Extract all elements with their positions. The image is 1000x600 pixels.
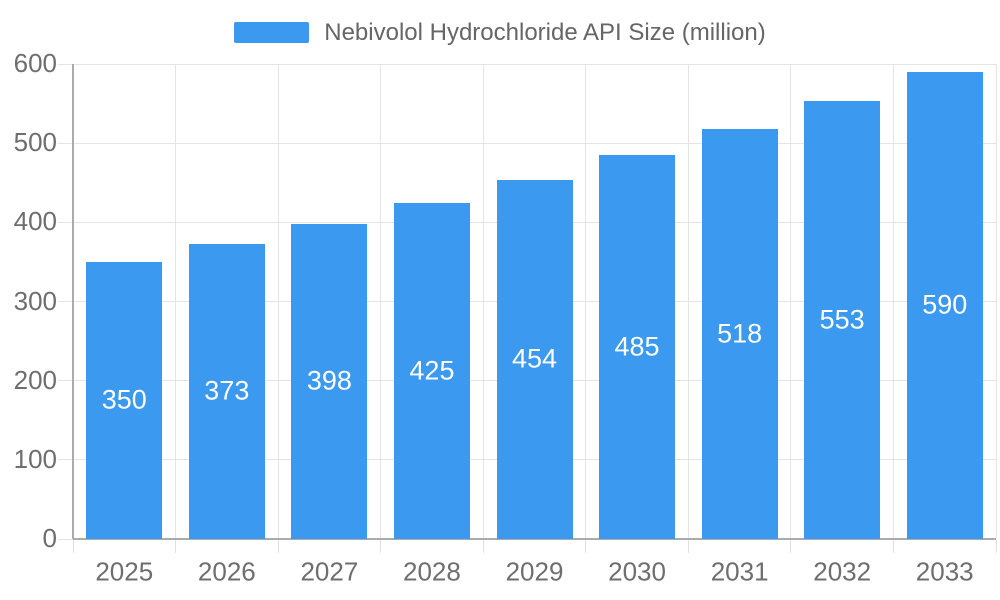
- bar-value-label: 454: [511, 343, 558, 374]
- x-gridline: [482, 64, 484, 539]
- x-gridline: [995, 64, 997, 539]
- x-axis-tick: [380, 540, 382, 553]
- y-gridline: [73, 142, 996, 144]
- x-axis-line: [73, 538, 996, 540]
- bar-value-label: 590: [922, 289, 968, 320]
- x-axis-tick: [687, 540, 689, 553]
- x-axis-tick: [585, 540, 587, 553]
- x-gridline: [277, 64, 279, 539]
- x-axis-tick: [277, 540, 279, 553]
- x-axis-tick: [72, 540, 74, 553]
- y-axis-label: 500: [13, 127, 57, 158]
- y-axis-label: 300: [13, 285, 57, 316]
- x-gridline: [790, 64, 792, 539]
- x-gridline: [687, 64, 689, 539]
- x-axis-label: 2033: [915, 556, 974, 587]
- x-axis-tick: [995, 540, 997, 553]
- x-gridline: [892, 64, 894, 539]
- legend-label: Nebivolol Hydrochloride API Size (millio…: [324, 19, 766, 46]
- x-axis-label: 2029: [505, 556, 564, 587]
- bar-value-label: 553: [819, 304, 865, 335]
- x-axis-label: 2030: [608, 556, 666, 587]
- bar: [291, 223, 368, 539]
- y-axis-label: 0: [42, 522, 57, 553]
- bar-value-label: 485: [614, 331, 660, 362]
- bar-value-label: 373: [204, 375, 250, 406]
- bar: [188, 243, 265, 539]
- bar: [701, 128, 778, 539]
- y-axis-tick: [58, 221, 73, 223]
- x-axis-label: 2032: [813, 556, 872, 587]
- x-axis-tick: [790, 540, 792, 553]
- y-axis-tick: [58, 301, 73, 302]
- x-gridline: [585, 64, 587, 539]
- x-axis-label: 2031: [710, 556, 769, 587]
- y-axis-label: 200: [13, 364, 57, 395]
- bar: [906, 71, 983, 539]
- y-axis-line: [72, 64, 74, 539]
- bar-value-label: 425: [409, 355, 455, 386]
- x-axis-tick: [482, 540, 484, 553]
- x-axis-label: 2026: [197, 556, 256, 587]
- bar-value-label: 398: [306, 365, 352, 396]
- bar: [599, 155, 676, 539]
- y-gridline: [73, 63, 996, 65]
- x-axis-label: 2027: [300, 556, 359, 587]
- y-axis-tick: [58, 459, 73, 461]
- y-axis-label: 400: [13, 206, 57, 237]
- y-axis-tick: [58, 380, 73, 382]
- bar-value-label: 350: [101, 384, 147, 415]
- x-gridline: [380, 64, 382, 539]
- x-axis-label: 2028: [403, 556, 461, 587]
- bar: [393, 202, 470, 539]
- y-axis-tick: [58, 63, 73, 65]
- x-gridline: [175, 64, 177, 539]
- bar: [86, 261, 163, 539]
- chart-legend[interactable]: Nebivolol Hydrochloride API Size (millio…: [0, 19, 1000, 46]
- legend-swatch-icon: [234, 22, 310, 43]
- x-axis-label: 2025: [95, 556, 154, 587]
- bar: [804, 101, 881, 539]
- y-axis-tick: [58, 538, 73, 540]
- bar-value-label: 518: [717, 318, 763, 349]
- y-axis-label: 100: [13, 443, 57, 474]
- y-axis-label: 600: [13, 47, 57, 78]
- y-axis-tick: [58, 142, 73, 144]
- x-axis-tick: [175, 540, 177, 553]
- bar: [496, 179, 573, 539]
- x-axis-tick: [892, 540, 894, 553]
